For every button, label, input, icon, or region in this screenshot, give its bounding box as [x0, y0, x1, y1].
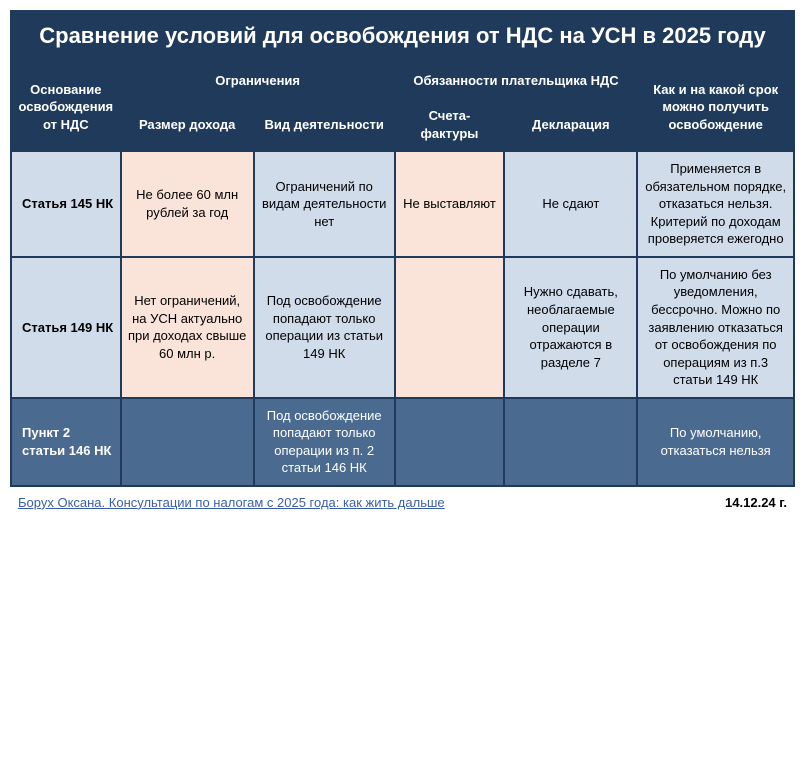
header-restrictions: Ограничения — [121, 63, 395, 99]
page-title: Сравнение условий для освобождения от НД… — [10, 10, 795, 62]
cell-income — [121, 398, 254, 486]
header-howto: Как и на какой срок можно получить освоб… — [637, 63, 794, 152]
cell-activity: Под освобождение попадают только операци… — [254, 398, 395, 486]
header-basis: Основание освобождения от НДС — [11, 63, 121, 152]
cell-income: Не более 60 млн рублей за год — [121, 151, 254, 257]
cell-howto: По умолчанию, отказаться нельзя — [637, 398, 794, 486]
header-obligations: Обязанности плательщика НДС — [395, 63, 638, 99]
header-declaration: Декларация — [504, 98, 637, 151]
row-label: Статья 145 НК — [11, 151, 121, 257]
table-row: Статья 149 НК Нет ограничений, на УСН ак… — [11, 257, 794, 398]
cell-income: Нет ограничений, на УСН актуально при до… — [121, 257, 254, 398]
footer-link[interactable]: Борух Оксана. Консультации по налогам с … — [18, 495, 445, 510]
header-activity: Вид деятельности — [254, 98, 395, 151]
comparison-table: Основание освобождения от НДС Ограничени… — [10, 62, 795, 487]
cell-activity: Под освобождение попадают только операци… — [254, 257, 395, 398]
row-label: Пункт 2 статьи 146 НК — [11, 398, 121, 486]
cell-invoices — [395, 257, 505, 398]
cell-invoices — [395, 398, 505, 486]
footer-date: 14.12.24 г. — [725, 495, 787, 510]
header-income: Размер дохода — [121, 98, 254, 151]
cell-invoices: Не выставляют — [395, 151, 505, 257]
cell-declaration: Не сдают — [504, 151, 637, 257]
row-label: Статья 149 НК — [11, 257, 121, 398]
cell-declaration: Нужно сдавать, необлагаемые операции отр… — [504, 257, 637, 398]
cell-howto: По умолчанию без уведомления, бессрочно.… — [637, 257, 794, 398]
cell-activity: Ограничений по видам деятельности нет — [254, 151, 395, 257]
cell-declaration — [504, 398, 637, 486]
cell-howto: Применяется в обязательном порядке, отка… — [637, 151, 794, 257]
footer: Борух Оксана. Консультации по налогам с … — [10, 487, 795, 510]
table-row: Пункт 2 статьи 146 НК Под освобождение п… — [11, 398, 794, 486]
table-row: Статья 145 НК Не более 60 млн рублей за … — [11, 151, 794, 257]
header-invoices: Счета-фактуры — [395, 98, 505, 151]
